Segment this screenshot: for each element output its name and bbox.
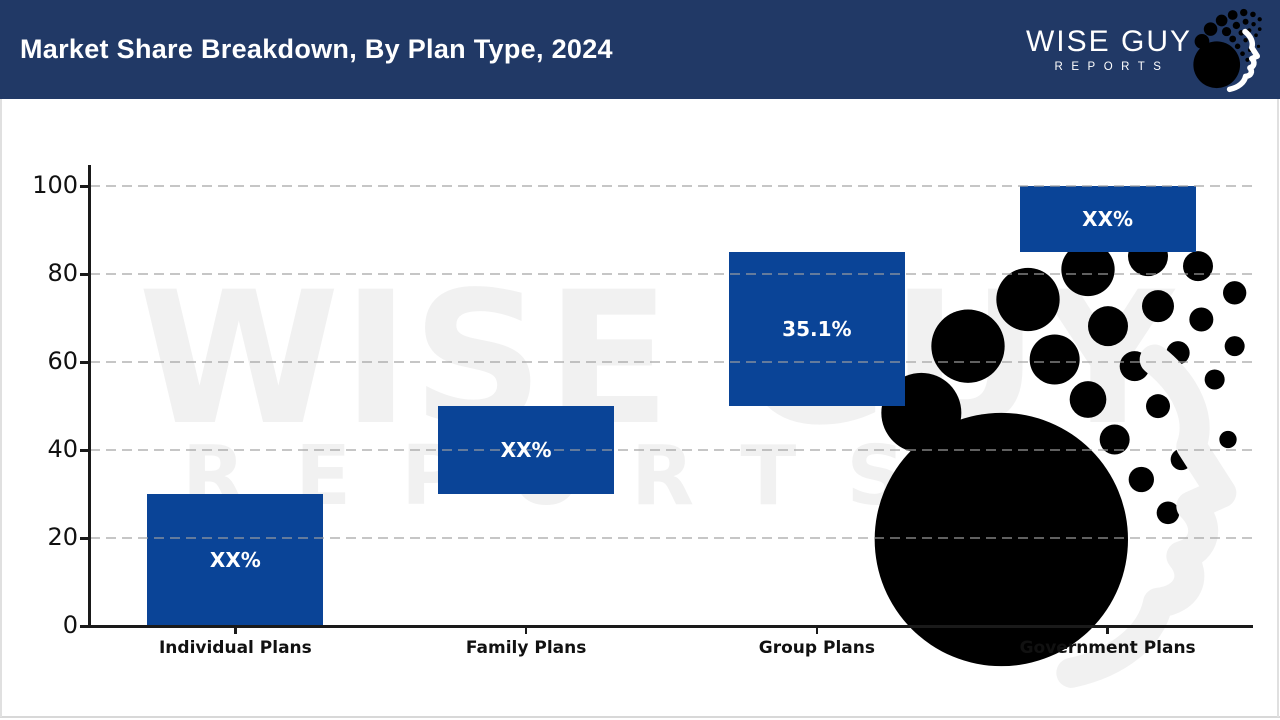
bar-government-plans bbox=[1019, 186, 1196, 252]
y-tick-mark bbox=[80, 361, 89, 364]
brand-logo: WISE GUY REPORTS bbox=[1026, 4, 1266, 96]
bottom-rule bbox=[0, 716, 1280, 718]
header-bar: Market Share Breakdown, By Plan Type, 20… bbox=[0, 0, 1280, 99]
y-axis-spine bbox=[88, 165, 91, 627]
gridline bbox=[90, 185, 1253, 187]
x-tick-mark bbox=[1106, 626, 1109, 634]
y-tick-label: 0 bbox=[62, 610, 78, 639]
bar-value-label: XX% bbox=[500, 438, 552, 462]
left-edge-rule bbox=[0, 99, 2, 717]
x-tick-mark bbox=[234, 626, 237, 634]
y-tick-mark bbox=[80, 273, 89, 276]
gridline bbox=[90, 273, 1253, 275]
x-tick-mark bbox=[815, 626, 819, 634]
y-tick-label: 20 bbox=[47, 522, 78, 551]
brand-head-icon bbox=[1192, 7, 1266, 93]
brand-name-text: WISE GUY bbox=[1025, 25, 1192, 58]
y-tick-mark bbox=[80, 537, 89, 540]
bar-individual-plans bbox=[147, 494, 324, 626]
bar-value-label: 35.1% bbox=[782, 316, 852, 341]
gridline bbox=[90, 537, 1253, 539]
x-category-label: Family Plans bbox=[465, 638, 587, 658]
bar-value-label: XX% bbox=[1082, 206, 1134, 231]
bar-value-label: XX% bbox=[209, 548, 261, 572]
y-tick-label: 40 bbox=[47, 434, 78, 463]
y-tick-mark bbox=[80, 185, 89, 188]
x-category-label: Group Plans bbox=[758, 638, 875, 658]
right-edge-rule bbox=[1277, 99, 1279, 717]
watermark-head-icon bbox=[868, 226, 1268, 693]
y-tick-label: 60 bbox=[47, 346, 78, 375]
y-tick-label: 100 bbox=[32, 170, 78, 199]
brand-wordmark: WISE GUY REPORTS bbox=[1025, 25, 1192, 74]
bar-group-plans bbox=[728, 251, 905, 406]
y-tick-label: 80 bbox=[47, 258, 78, 287]
gridline bbox=[90, 449, 1253, 451]
x-axis-spine bbox=[88, 625, 1253, 628]
x-category-label: Government Plans bbox=[1019, 638, 1196, 658]
page-title: Market Share Breakdown, By Plan Type, 20… bbox=[20, 34, 613, 64]
x-category-label: Individual Plans bbox=[158, 638, 312, 658]
y-tick-mark bbox=[80, 449, 89, 452]
y-tick-mark bbox=[80, 625, 89, 628]
brand-sub-text: REPORTS bbox=[1054, 61, 1170, 73]
x-tick-mark bbox=[524, 626, 528, 634]
gridline bbox=[90, 361, 1253, 363]
